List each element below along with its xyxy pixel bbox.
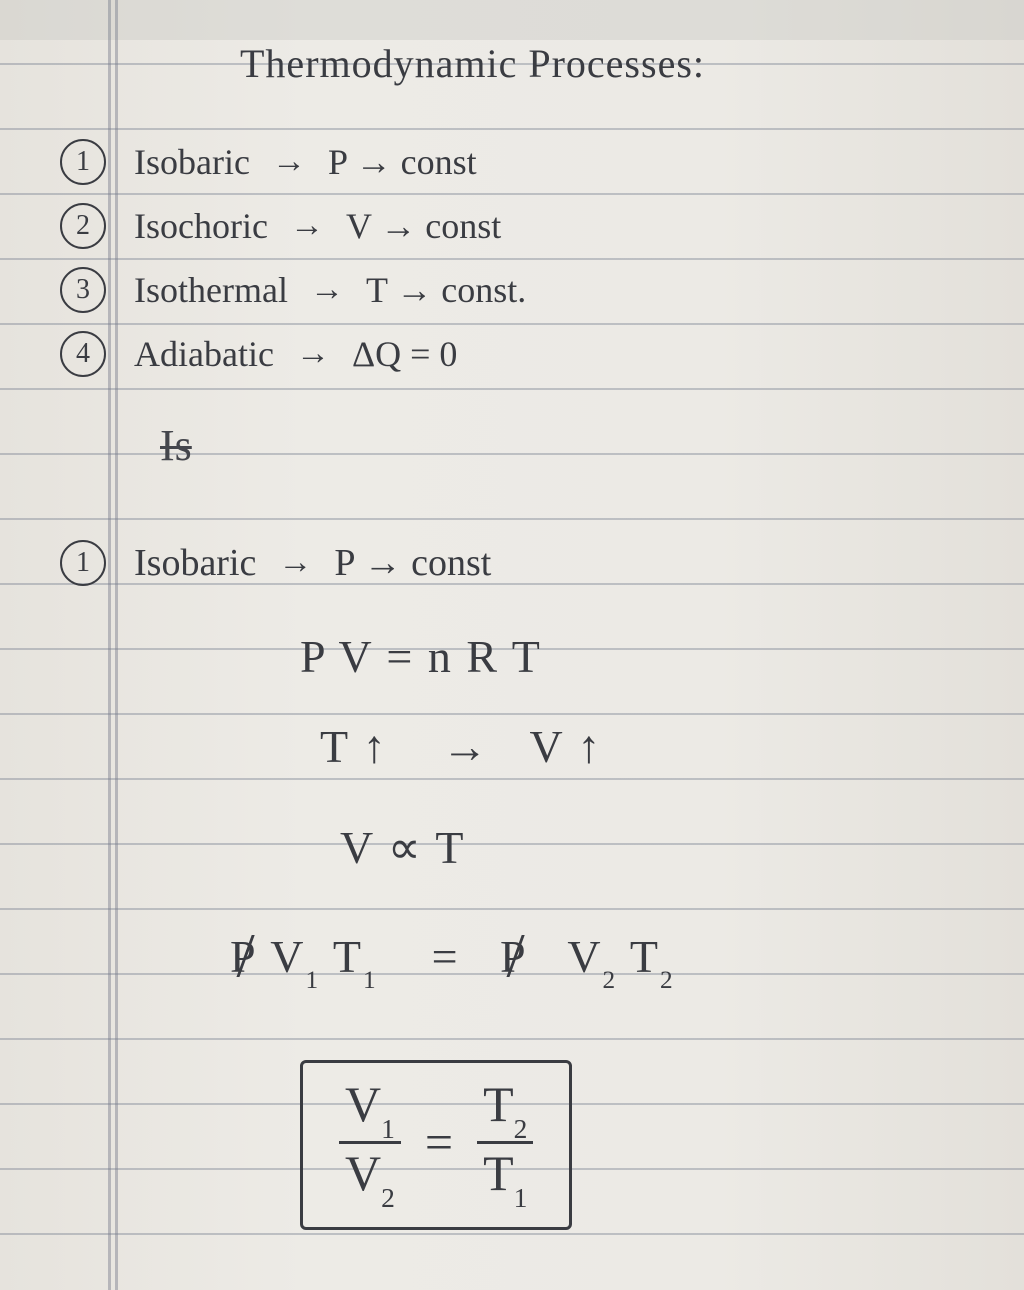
list-number-circle: 3 (60, 267, 106, 313)
t-left: T (333, 931, 363, 982)
sub-one: 1 (363, 966, 378, 994)
v-right: V (567, 931, 602, 982)
fraction-t2-t1: T2 T1 (477, 1079, 533, 1205)
var-v: V (345, 1145, 381, 1201)
t-right: T (630, 931, 660, 982)
arrow-icon: → (284, 194, 330, 258)
list-item: 3 Isothermal → T → const. (130, 258, 526, 322)
trend-left: T ↑ (320, 721, 388, 772)
trend-right: V ↑ (529, 721, 602, 772)
list-number-circle: 2 (60, 203, 106, 249)
margin-line-right (115, 0, 118, 1290)
process-name: Isochoric (134, 194, 268, 258)
section-isobaric: 1 Isobaric → P → const (130, 540, 491, 586)
process-name: Isothermal (134, 258, 288, 322)
list-item: 2 Isochoric → V → const (130, 194, 526, 258)
list-number-circle: 4 (60, 331, 106, 377)
scratched-text: Is (160, 420, 192, 471)
margin-line-left (108, 0, 111, 1290)
sub-two: 2 (381, 1182, 395, 1213)
arrow-icon: → (290, 322, 336, 386)
arrow-icon: → (442, 721, 490, 772)
struck-p-left: P (230, 930, 258, 983)
arrow-icon: → (266, 130, 312, 194)
sub-one: 1 (514, 1182, 528, 1213)
fraction-v1-v2: V1 V2 (339, 1079, 401, 1205)
process-name: Isobaric (134, 130, 250, 194)
page-title: Thermodynamic Processes: (240, 40, 705, 87)
equation-proportional: V ∝ T (340, 820, 466, 874)
section-number-circle: 1 (60, 540, 106, 586)
sub-one: 1 (306, 966, 321, 994)
sub-two: 2 (514, 1113, 528, 1144)
process-name: Adiabatic (134, 322, 274, 386)
process-condition: P → const (328, 130, 477, 194)
section-label: Isobaric (134, 541, 256, 585)
process-condition: T → const. (366, 258, 526, 322)
arrow-icon: → (272, 544, 318, 582)
equals-sign: = (425, 1113, 453, 1171)
process-condition: ΔQ = 0 (352, 322, 457, 386)
var-t: T (483, 1076, 514, 1132)
v-left: V (270, 931, 305, 982)
equals-sign: = (432, 931, 460, 982)
process-list: 1 Isobaric → P → const 2 Isochoric → V →… (130, 130, 526, 386)
section-condition: P → const (334, 541, 491, 585)
equation-trend: T ↑ → V ↑ (320, 720, 602, 773)
sub-two: 2 (603, 966, 618, 994)
arrow-icon: → (304, 258, 350, 322)
sub-one: 1 (381, 1113, 395, 1144)
notebook-page: Thermodynamic Processes: 1 Isobaric → P … (0, 0, 1024, 1290)
process-condition: V → const (346, 194, 501, 258)
struck-p-right: P (500, 930, 528, 983)
equation-relation: P V1 T1 = P V2 T2 (230, 930, 675, 989)
sub-two: 2 (660, 966, 675, 994)
list-number-circle: 1 (60, 139, 106, 185)
list-item: 1 Isobaric → P → const (130, 130, 526, 194)
boxed-result: V1 V2 = T2 T1 (300, 1060, 572, 1230)
list-item: 4 Adiabatic → ΔQ = 0 (130, 322, 526, 386)
page-top-band (0, 0, 1024, 40)
equation-ideal-gas: P V = n R T (300, 630, 542, 683)
var-v: V (345, 1076, 381, 1132)
var-t: T (483, 1145, 514, 1201)
